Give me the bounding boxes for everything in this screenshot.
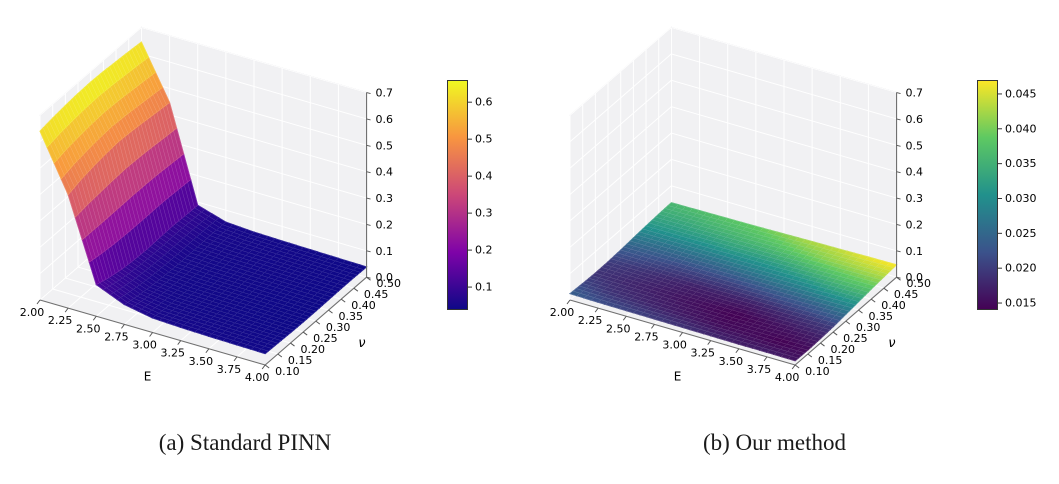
surface-plot-standard-pinn (0, 0, 529, 424)
panel-our-method: (b) Our method (529, 0, 1059, 484)
panel-standard-pinn: (a) Standard PINN (0, 0, 529, 455)
surface-plot-our-method (529, 0, 1059, 424)
caption-standard-pinn: (a) Standard PINN (158, 430, 332, 455)
caption-our-method: (b) Our method (702, 430, 847, 455)
